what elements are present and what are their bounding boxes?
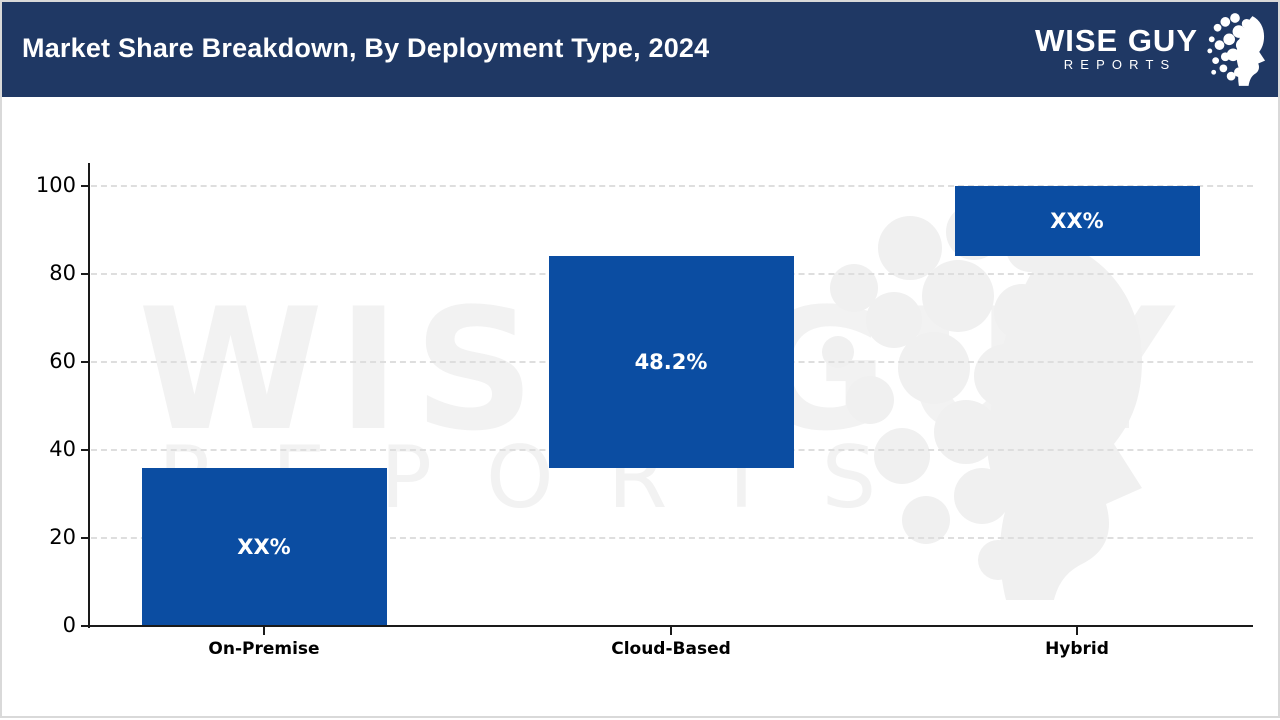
ytick-mark-60 [81, 361, 90, 363]
ytick-mark-40 [81, 449, 90, 451]
bar-value-label: XX% [1050, 208, 1104, 233]
y-axis-spine [88, 163, 90, 628]
ytick-label-20: 20 [49, 525, 76, 549]
gridline-100 [91, 185, 1253, 187]
bar-cloud-based: 48.2% [548, 255, 794, 468]
bar-on-premise: XX% [141, 467, 387, 626]
wise-guy-logo: WISE GUY REPORTS [1035, 12, 1280, 86]
category-label-2: Hybrid [1045, 639, 1109, 659]
xtick-mark-0 [263, 627, 265, 635]
ytick-label-0: 0 [62, 613, 76, 637]
ytick-mark-80 [81, 273, 90, 275]
x-axis-spine [88, 625, 1253, 627]
category-label-1: Cloud-Based [611, 639, 731, 659]
logo-face-icon [1207, 12, 1266, 86]
ytick-label-60: 60 [49, 349, 76, 373]
bar-value-label: 48.2% [634, 349, 708, 374]
ytick-mark-100 [81, 185, 90, 187]
ytick-label-100: 100 [35, 173, 76, 197]
gridline-20 [91, 537, 1253, 539]
bar-value-label: XX% [237, 534, 291, 559]
ytick-mark-0 [81, 625, 90, 627]
category-label-0: On-Premise [208, 639, 320, 659]
page-title: Market Share Breakdown, By Deployment Ty… [22, 33, 710, 63]
xtick-mark-2 [1076, 627, 1078, 635]
header-bar: Market Share Breakdown, By Deployment Ty… [0, 0, 1280, 97]
logo-line1: WISE GUY [1034, 22, 1198, 58]
ytick-mark-20 [81, 537, 90, 539]
bar-hybrid: XX% [954, 186, 1200, 256]
ytick-label-40: 40 [49, 437, 76, 461]
xtick-mark-1 [670, 627, 672, 635]
ytick-label-80: 80 [49, 261, 76, 285]
logo-line2: REPORTS [1063, 57, 1177, 73]
logo-wordmark: WISE GUY REPORTS [1034, 22, 1198, 73]
